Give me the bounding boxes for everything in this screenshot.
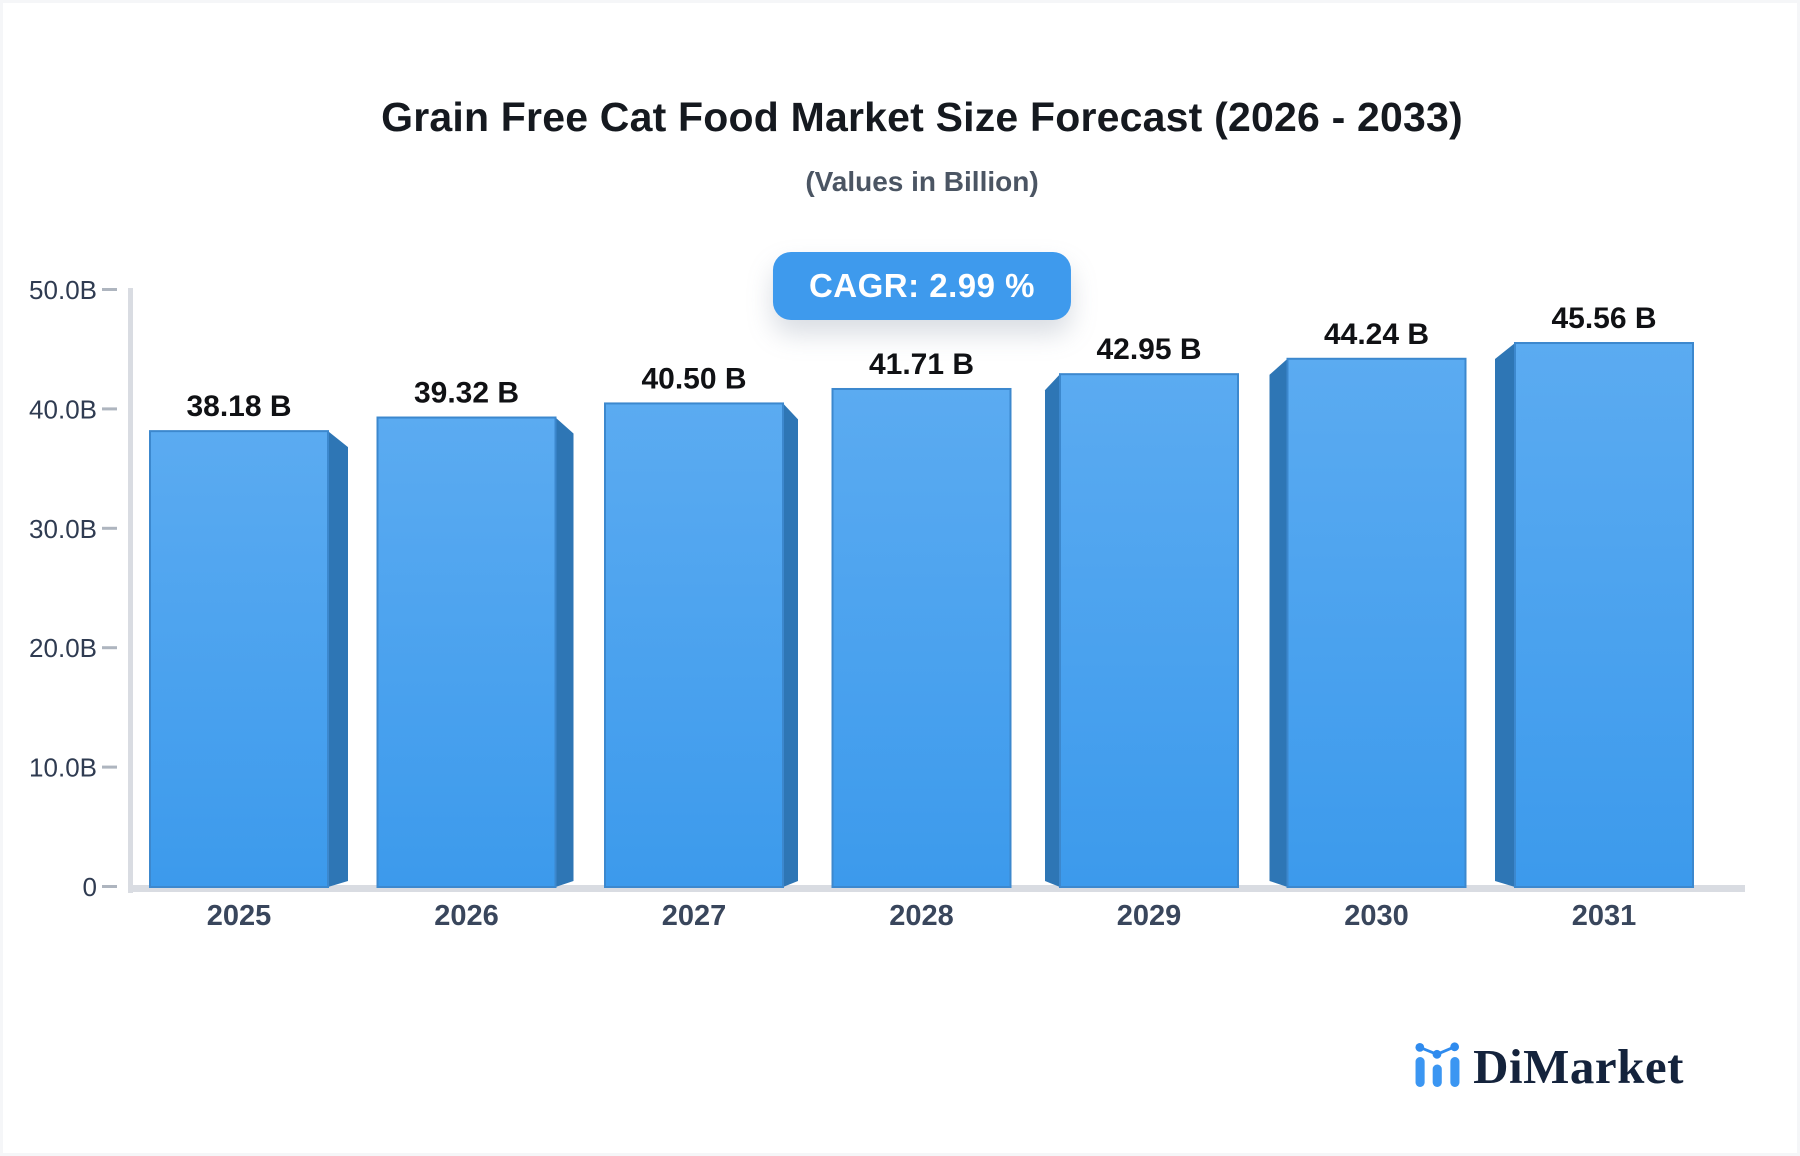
bar-face bbox=[831, 387, 1012, 888]
bar-value-label: 45.56 B bbox=[1551, 302, 1656, 335]
bar-face bbox=[1286, 357, 1467, 888]
x-tick-label: 2026 bbox=[434, 900, 499, 932]
bar-value-label: 40.50 B bbox=[641, 362, 746, 395]
bar-face bbox=[376, 416, 557, 888]
y-tick bbox=[102, 407, 117, 411]
y-tick bbox=[102, 885, 117, 888]
bar-2027: 40.50 B 2027 bbox=[604, 362, 798, 932]
x-tick-label: 2028 bbox=[889, 900, 954, 932]
y-tick-label: 20.0B bbox=[29, 633, 97, 663]
y-tick-label: 0 bbox=[83, 872, 97, 902]
bar-side-face bbox=[783, 403, 798, 887]
x-tick-label: 2025 bbox=[207, 900, 272, 932]
bar-face bbox=[1514, 342, 1694, 888]
bar-2028: 41.71 B 2028 bbox=[831, 348, 1012, 932]
y-tick-label: 10.0B bbox=[29, 753, 97, 783]
bar-2030: 44.24 B 2030 bbox=[1269, 318, 1467, 932]
bar-side-face bbox=[1269, 358, 1288, 887]
brand-name: DiMarket bbox=[1473, 1038, 1684, 1094]
brand-logo: DiMarket bbox=[1415, 1038, 1684, 1094]
bar-2031: 45.56 B 2031 bbox=[1495, 302, 1694, 932]
chart-subtitle: (Values in Billion) bbox=[805, 166, 1039, 197]
bar-value-label: 42.95 B bbox=[1096, 333, 1201, 366]
bar-2025: 38.18 B 2025 bbox=[149, 390, 348, 932]
bar-side-face bbox=[1045, 374, 1060, 887]
x-axis-line bbox=[128, 885, 1745, 892]
x-tick-label: 2027 bbox=[662, 900, 727, 932]
x-tick-label: 2029 bbox=[1117, 900, 1182, 932]
bar-value-label: 41.71 B bbox=[869, 348, 974, 381]
bar-chart-logo-icon bbox=[1415, 1042, 1460, 1087]
y-tick bbox=[102, 288, 117, 291]
cagr-badge: CAGR: 2.99 % bbox=[772, 252, 1072, 320]
y-tick bbox=[102, 646, 117, 650]
bar-2026: 39.32 B 2026 bbox=[376, 377, 574, 932]
y-tick bbox=[102, 765, 117, 769]
y-axis-line bbox=[128, 288, 133, 893]
x-tick-label: 2031 bbox=[1572, 900, 1637, 932]
chart-title: Grain Free Cat Food Market Size Forecast… bbox=[381, 94, 1463, 140]
bar-face bbox=[149, 430, 329, 888]
y-tick-label: 40.0B bbox=[29, 394, 97, 424]
x-tick-label: 2030 bbox=[1344, 900, 1409, 932]
y-tick-label: 30.0B bbox=[29, 514, 97, 544]
bar-side-face bbox=[328, 431, 348, 887]
bar-2029: 42.95 B 2029 bbox=[1045, 333, 1239, 932]
bar-value-label: 39.32 B bbox=[414, 377, 519, 410]
bar-face bbox=[604, 402, 784, 888]
y-tick bbox=[102, 526, 117, 530]
bar-value-label: 44.24 B bbox=[1324, 318, 1429, 351]
bar-side-face bbox=[555, 417, 574, 887]
bar-value-label: 38.18 B bbox=[186, 390, 291, 423]
y-tick-label: 50.0B bbox=[29, 275, 97, 305]
bar-face bbox=[1059, 373, 1239, 888]
bar-side-face bbox=[1495, 343, 1515, 887]
